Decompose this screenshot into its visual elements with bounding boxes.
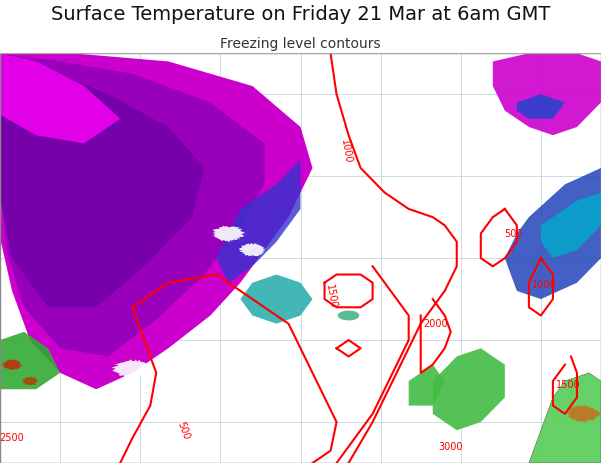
Polygon shape [529,373,601,463]
Polygon shape [0,53,264,357]
Text: 2500: 2500 [0,433,25,444]
Polygon shape [493,53,601,135]
Polygon shape [0,332,60,389]
Text: 500: 500 [505,229,523,238]
Polygon shape [0,53,204,307]
Polygon shape [505,168,601,299]
Polygon shape [541,193,601,258]
Polygon shape [0,53,120,144]
Polygon shape [338,311,359,320]
Polygon shape [212,226,245,242]
Polygon shape [409,365,445,406]
Polygon shape [252,261,276,271]
Text: Surface Temperature on Friday 21 Mar at 6am GMT: Surface Temperature on Friday 21 Mar at … [51,6,550,25]
Polygon shape [0,53,313,389]
Polygon shape [1,359,23,370]
Text: 1000: 1000 [339,138,353,164]
Text: 1000: 1000 [532,280,556,290]
Polygon shape [517,94,565,119]
Polygon shape [240,275,313,324]
Polygon shape [566,404,600,423]
Polygon shape [433,348,505,430]
Text: 500: 500 [175,420,191,441]
Text: 3000: 3000 [439,442,463,451]
Text: Freezing level contours: Freezing level contours [220,37,381,50]
Polygon shape [216,160,300,283]
Text: 2000: 2000 [423,319,447,329]
Text: 1500: 1500 [323,284,338,310]
Text: 1500: 1500 [556,380,580,390]
Polygon shape [112,359,151,378]
Polygon shape [22,376,38,386]
Polygon shape [239,243,265,257]
